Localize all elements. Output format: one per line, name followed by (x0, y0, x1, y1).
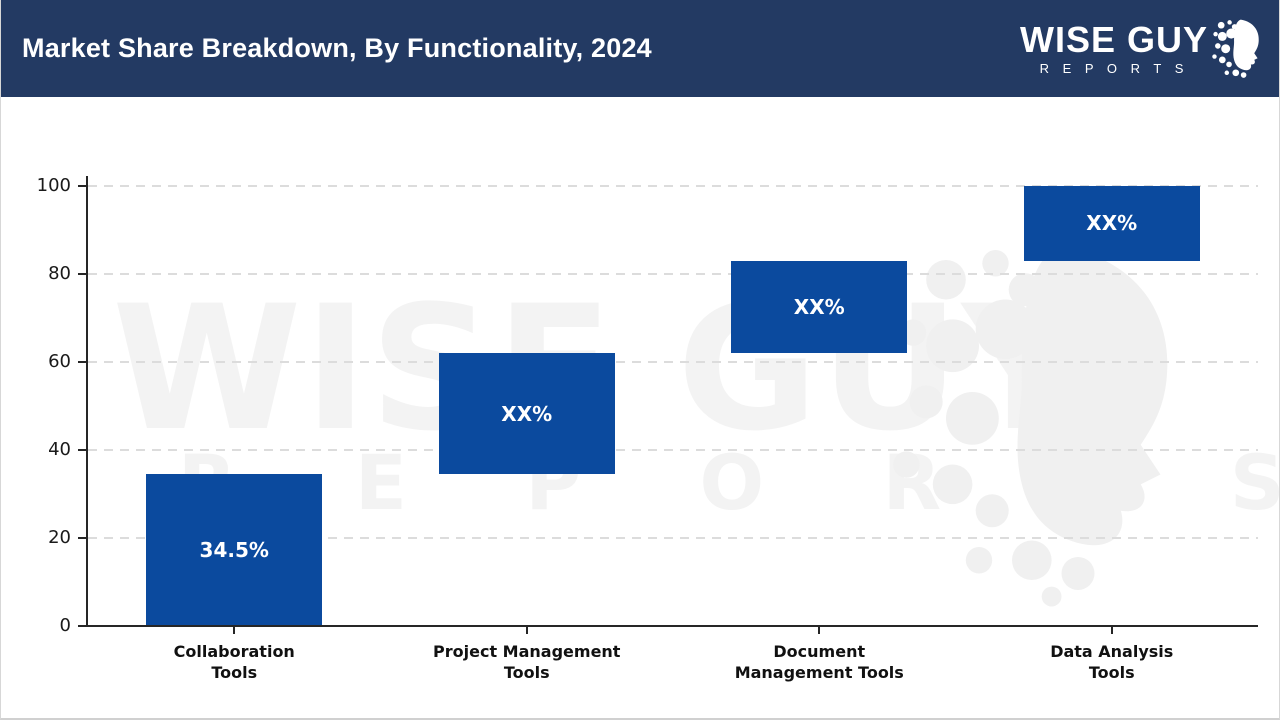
gridline (88, 361, 1258, 363)
x-category-label: Project Management Tools (433, 642, 621, 682)
header: Market Share Breakdown, By Functionality… (0, 0, 1280, 97)
x-category-label: Data Analysis Tools (1050, 642, 1174, 682)
logo: WISE GUY R E P O R T S (1020, 10, 1266, 88)
x-axis-line (86, 625, 1258, 627)
x-category-label: Collaboration Tools (173, 642, 295, 682)
bar: XX% (438, 353, 615, 475)
bar: 34.5% (146, 474, 323, 626)
x-category-label: Document Management Tools (734, 642, 904, 682)
y-axis-line (86, 176, 88, 626)
logo-wordmark: WISE GUY (1019, 19, 1208, 60)
plot-area: 0 20 40 60 80 100 34.5% Collaboration Tools XX% P… (37, 175, 1258, 682)
logo-face-icon (1212, 19, 1259, 78)
bar-label: XX% (793, 294, 845, 319)
y-tick-mark (78, 625, 88, 627)
y-tick-label: 40 (48, 439, 71, 460)
bar: XX% (731, 260, 908, 354)
y-tick-label: 80 (48, 263, 71, 284)
gridline (88, 449, 1258, 451)
y-tick-label: 100 (36, 175, 71, 196)
x-tick-mark (233, 626, 236, 634)
gridline (88, 537, 1258, 539)
gridline (88, 273, 1258, 275)
y-tick-mark (78, 537, 88, 539)
x-tick-mark (818, 626, 821, 634)
bar-label: XX% (1086, 211, 1138, 236)
y-tick-mark (78, 273, 88, 275)
y-tick-label: 0 (59, 615, 71, 636)
bar: XX% (1023, 186, 1200, 261)
y-tick-label: 20 (48, 527, 71, 548)
x-tick-mark (525, 626, 528, 634)
y-tick-mark (78, 361, 88, 363)
gridline (88, 185, 1258, 187)
y-tick-label: 60 (48, 351, 71, 372)
page-title: Market Share Breakdown, By Functionality… (22, 33, 652, 63)
x-tick-mark (1110, 626, 1113, 634)
bar-label: 34.5% (199, 538, 269, 563)
y-tick-mark (78, 449, 88, 451)
y-tick-mark (78, 185, 88, 187)
bar-label: XX% (501, 401, 553, 426)
logo-subtext: R E P O R T S (1039, 61, 1189, 76)
